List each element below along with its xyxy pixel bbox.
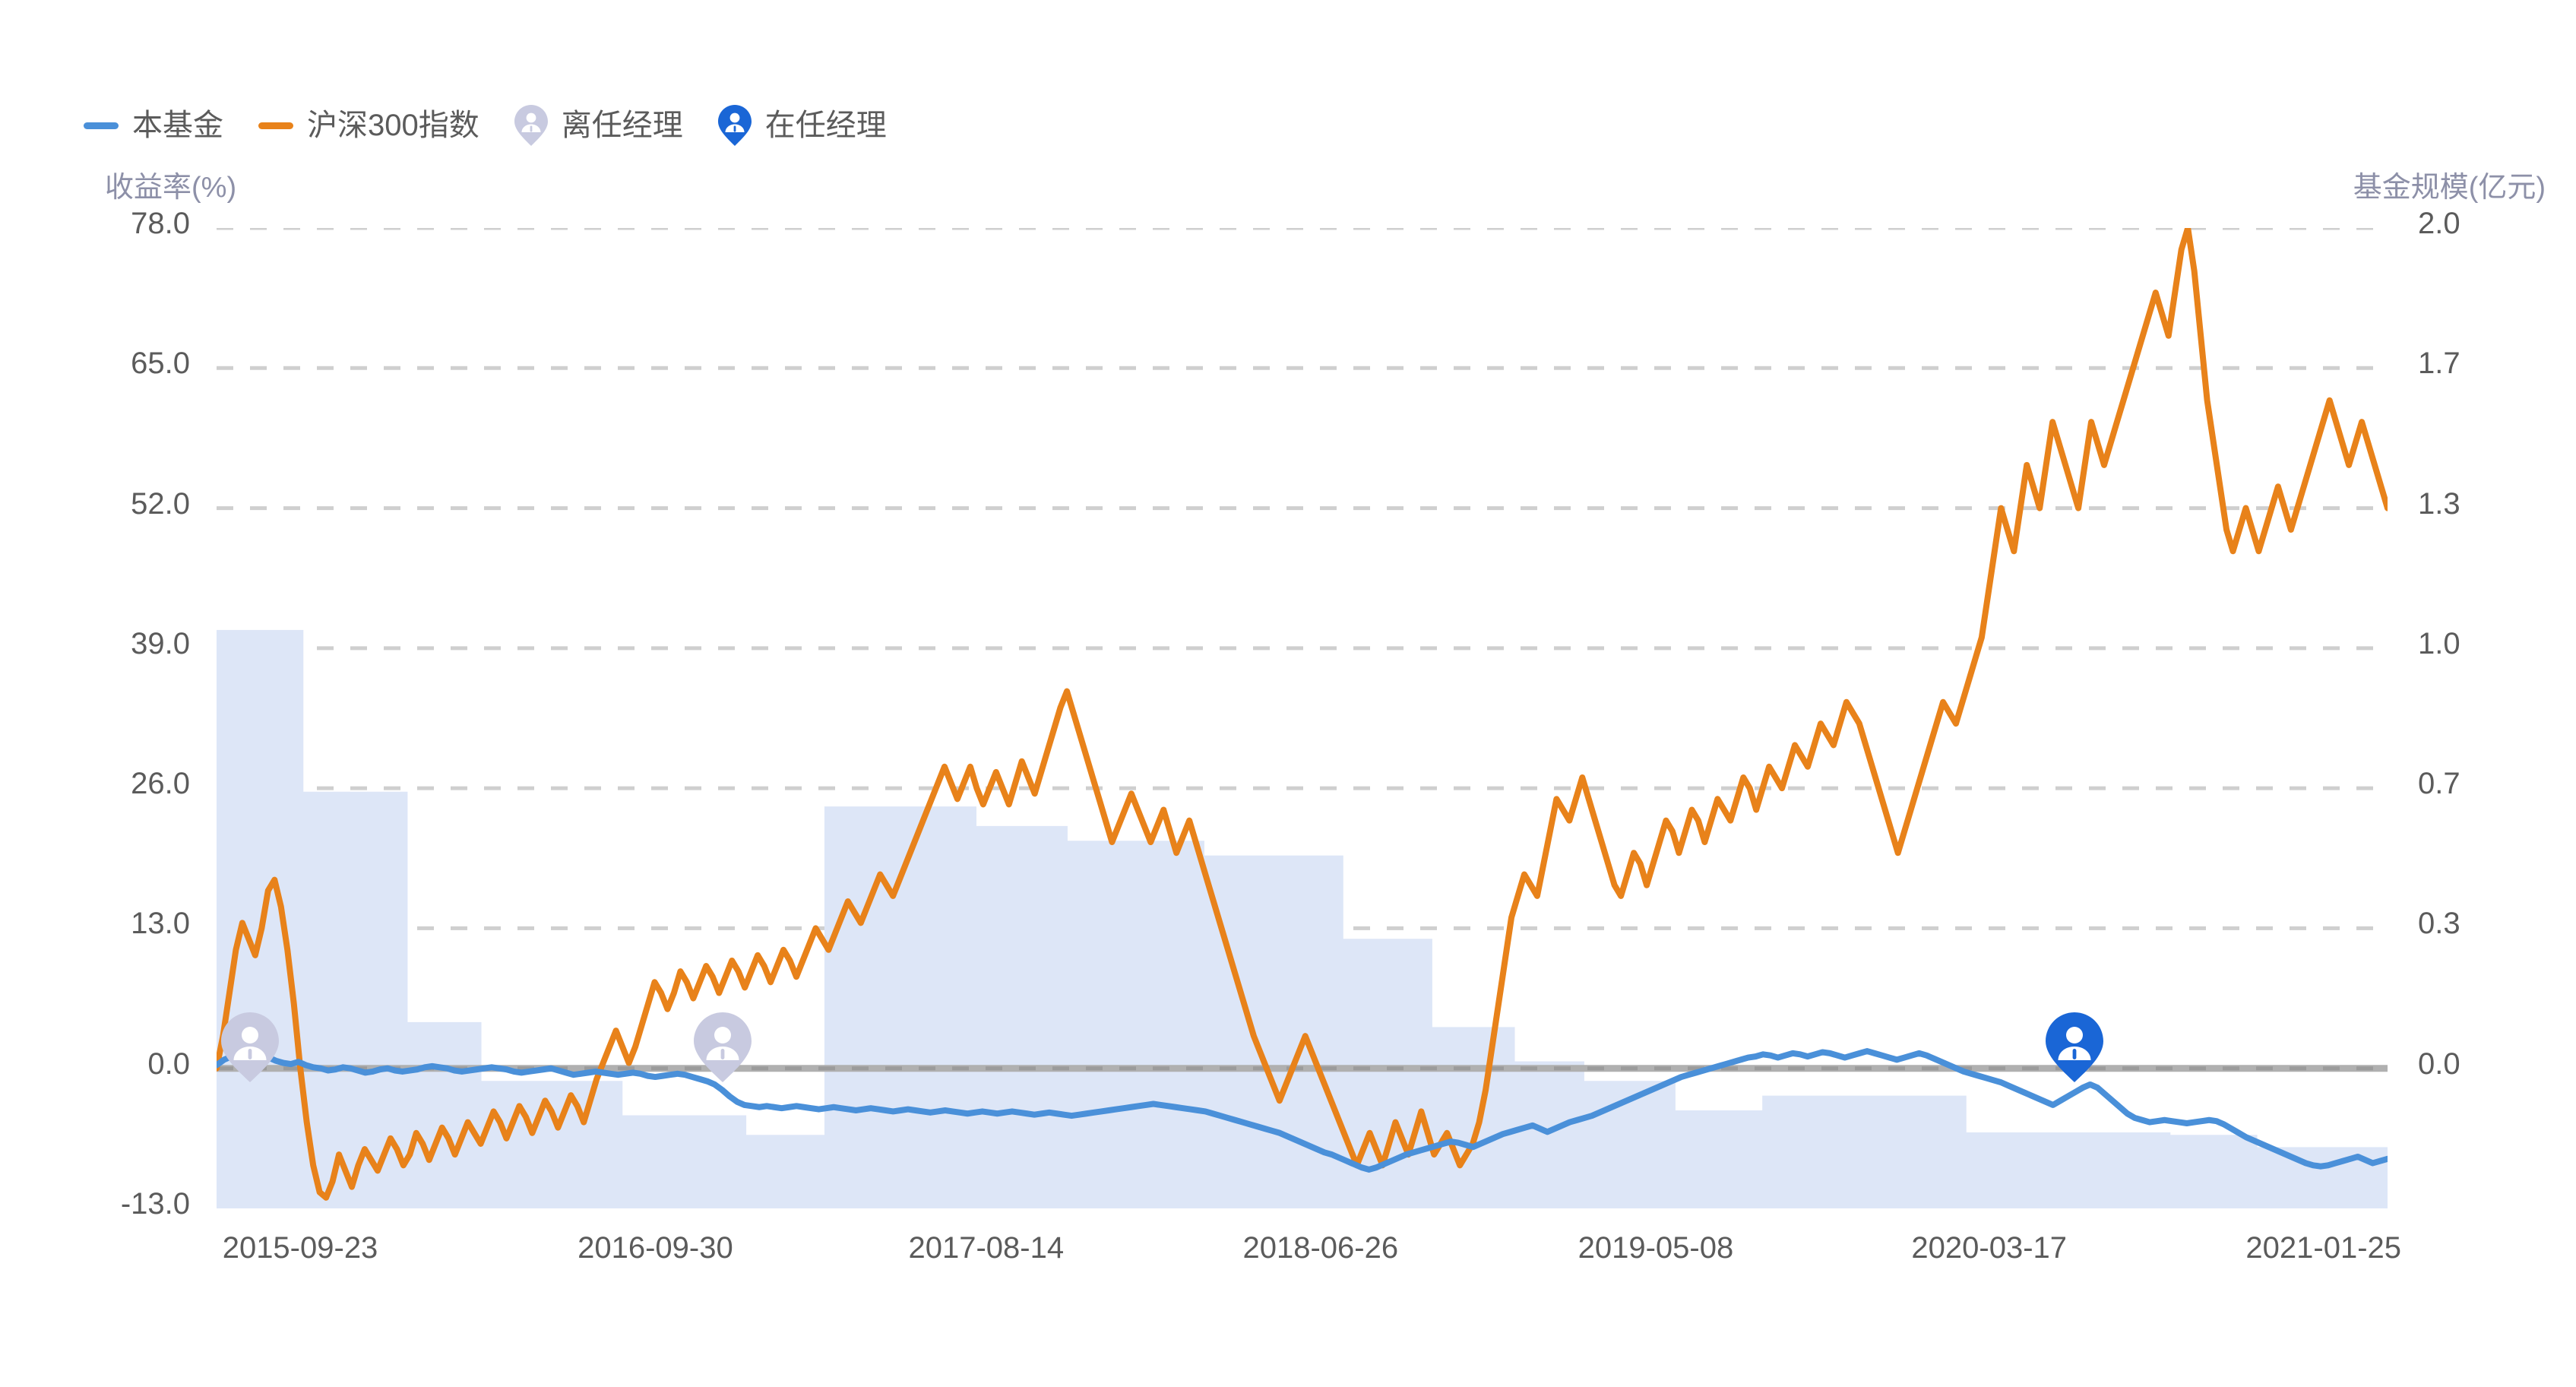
right-axis-title: 基金规模(亿元) bbox=[2353, 172, 2546, 204]
legend-item-benchmark[interactable]: 沪深300指数 bbox=[258, 110, 479, 141]
gridlines bbox=[217, 228, 2388, 1208]
former-manager-pin-icon bbox=[221, 1012, 280, 1082]
left-axis-title: 收益率(%) bbox=[105, 172, 237, 204]
right-axis-tick: 1.0 bbox=[2418, 626, 2460, 660]
left-axis-tick: 13.0 bbox=[131, 907, 190, 941]
x-axis-tick: 2021-01-25 bbox=[2245, 1231, 2402, 1265]
left-axis-tick: 0.0 bbox=[147, 1047, 190, 1081]
fund-line-swatch bbox=[84, 122, 119, 129]
legend-item-current-manager[interactable]: 在任经理 bbox=[717, 105, 887, 146]
former-manager-pin-icon bbox=[693, 1012, 752, 1082]
legend-item-former-manager[interactable]: 离任经理 bbox=[514, 105, 683, 146]
fund-line bbox=[217, 1048, 2388, 1173]
x-axis-tick: 2019-05-08 bbox=[1578, 1231, 1734, 1265]
legend-label-benchmark: 沪深300指数 bbox=[307, 109, 479, 142]
right-axis-tick: 1.3 bbox=[2418, 486, 2460, 521]
right-axis-tick: 0.0 bbox=[2418, 1047, 2460, 1081]
fund-scale-area bbox=[217, 629, 2388, 1208]
x-axis-tick: 2015-09-23 bbox=[222, 1231, 378, 1265]
right-axis-tick: 0.3 bbox=[2418, 907, 2460, 941]
legend-label-current-manager: 在任经理 bbox=[764, 109, 887, 142]
left-axis-tick: 65.0 bbox=[131, 347, 190, 381]
x-axis-tick: 2017-08-14 bbox=[908, 1231, 1065, 1265]
right-axis-tick: 0.7 bbox=[2418, 767, 2460, 801]
plot-area bbox=[217, 228, 2388, 1208]
legend-label-fund: 本基金 bbox=[132, 109, 223, 142]
x-axis-tick: 2020-03-17 bbox=[1911, 1231, 2068, 1265]
left-axis-tick: -13.0 bbox=[120, 1187, 190, 1221]
current-manager-pin-icon bbox=[2046, 1012, 2104, 1082]
legend-label-former-manager: 离任经理 bbox=[561, 109, 683, 142]
chart-legend: 本基金 沪深300指数 离任经理 bbox=[84, 99, 922, 152]
left-axis-tick: 78.0 bbox=[131, 207, 190, 240]
left-axis-tick: 26.0 bbox=[131, 767, 190, 801]
benchmark-line bbox=[217, 228, 2388, 1201]
former-manager-pin-icon bbox=[514, 105, 548, 146]
legend-item-fund[interactable]: 本基金 bbox=[84, 110, 223, 141]
right-axis-tick: 2.0 bbox=[2418, 207, 2460, 240]
x-axis-tick: 2016-09-30 bbox=[578, 1231, 733, 1265]
left-axis-tick: 39.0 bbox=[131, 626, 190, 660]
current-manager-pin-icon bbox=[717, 105, 752, 146]
right-axis-tick: 1.7 bbox=[2418, 347, 2460, 381]
left-axis-tick: 52.0 bbox=[131, 486, 190, 521]
benchmark-line-swatch bbox=[258, 122, 293, 129]
x-axis-tick: 2018-06-26 bbox=[1242, 1231, 1399, 1265]
